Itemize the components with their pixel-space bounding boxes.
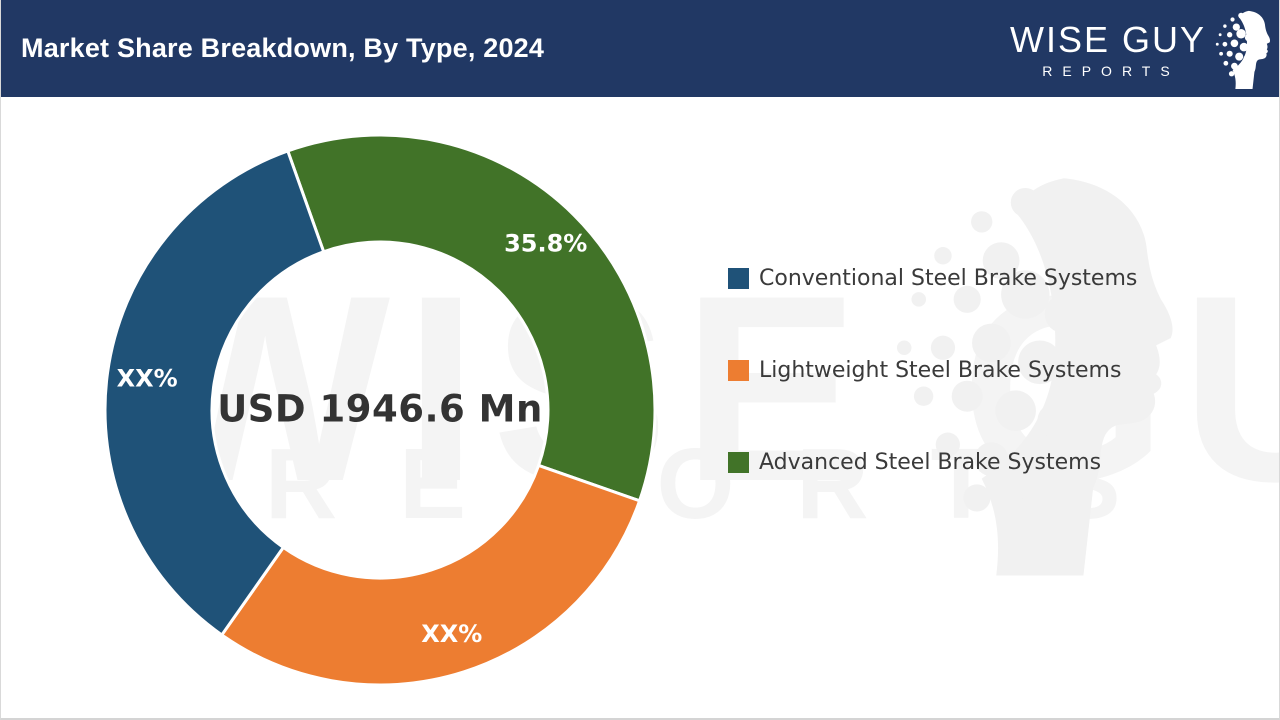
watermark-text-reports: REPORTS	[265, 428, 1183, 540]
brand-wordmark: WISE GUY REPORTS	[1009, 18, 1206, 79]
slice-label-conventional-steel-brake-systems: XX%	[117, 364, 178, 392]
legend-swatch	[728, 452, 749, 473]
legend-label: Conventional Steel Brake Systems	[759, 266, 1138, 291]
donut-slice-advanced-steel-brake-systems	[285, 133, 657, 503]
brand-name: WISE GUY	[1009, 18, 1206, 60]
legend-label: Lightweight Steel Brake Systems	[759, 358, 1122, 383]
donut-slice-conventional-steel-brake-systems	[103, 149, 326, 638]
slice-label-advanced-steel-brake-systems: 35.8%	[504, 229, 587, 257]
donut-slice-lightweight-steel-brake-systems	[219, 463, 642, 687]
legend-item: Conventional Steel Brake Systems	[728, 266, 1137, 291]
donut-chart: 35.8% XX% XX%	[103, 133, 657, 687]
brand-face-icon	[1215, 10, 1271, 89]
brand-subtitle: REPORTS	[1042, 62, 1180, 79]
chart-legend: Conventional Steel Brake Systems Lightwei…	[728, 266, 1137, 475]
donut-center-value: USD 1946.6 Mn	[217, 387, 543, 431]
slice-label-lightweight-steel-brake-systems: XX%	[421, 620, 482, 648]
legend-label: Advanced Steel Brake Systems	[759, 450, 1102, 475]
background-watermark: WISE GUY REPORTS	[0, 97, 1280, 720]
legend-swatch	[728, 360, 749, 381]
brand-logo: WISE GUY REPORTS	[1010, 9, 1274, 89]
header-bar: Market Share Breakdown, By Type, 2024 WI…	[0, 0, 1280, 97]
legend-item: Advanced Steel Brake Systems	[728, 450, 1137, 475]
legend-item: Lightweight Steel Brake Systems	[728, 358, 1137, 383]
page-title: Market Share Breakdown, By Type, 2024	[21, 33, 545, 63]
legend-swatch	[728, 268, 749, 289]
